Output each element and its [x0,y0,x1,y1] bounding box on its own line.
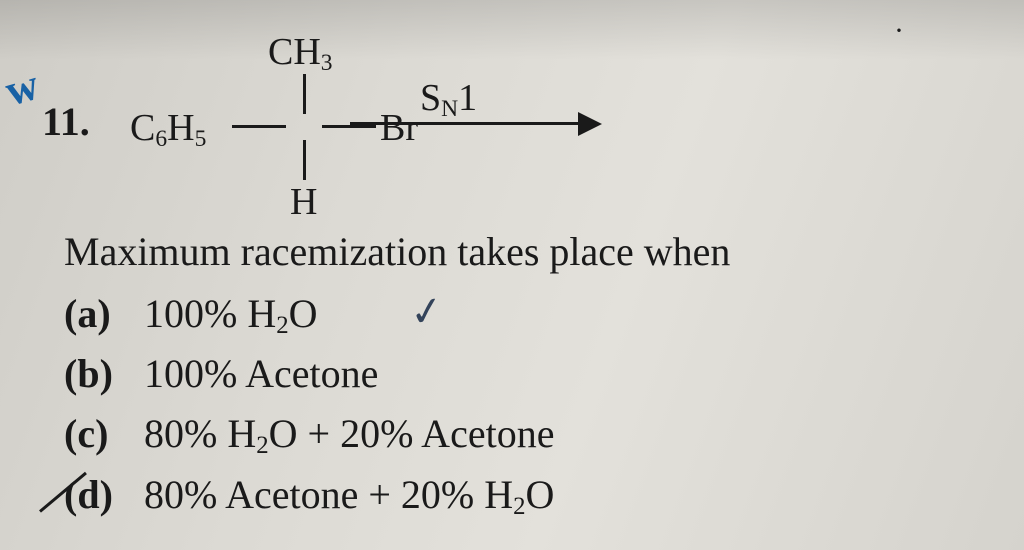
arrow-label-s: S [420,77,441,119]
option-text-sub: 2 [513,493,525,520]
bond-bottom [303,140,306,180]
arrow-label-n: N [441,96,458,122]
group-h: H [290,180,317,224]
option-label: (a) [64,284,134,344]
option-text-pre: 80% Acetone + 20% H [144,472,513,517]
group-c6h5: C6H5 [130,106,206,153]
option-text-pre: 100% Acetone [144,351,378,396]
option-text-pre: 100% H [144,291,276,336]
question-number: 11. [42,98,90,145]
option-c: (c) 80% H2O + 20% Acetone [64,404,554,464]
arrow-line [350,122,580,125]
option-d: (d) 80% Acetone + 20% H2O [64,465,554,525]
option-text-post: O [289,291,318,336]
options-block: (a) 100% H2O (b) 100% Acetone (c) 80% H2… [64,284,554,525]
page-container: { "annotations": { "handwritten_mark": "… [0,0,1024,550]
arrow-head-icon [578,112,602,136]
group-ch3: CH3 [268,30,333,77]
reaction-arrow: SN1 [350,90,610,150]
bond-top [303,74,306,114]
stray-dot: · [894,14,904,48]
option-label: (c) [64,404,134,464]
option-label: (b) [64,344,134,404]
bond-left [232,125,286,128]
question-stem: Maximum racemization takes place when [64,228,730,275]
option-text-post: O + 20% Acetone [269,411,555,456]
option-text-post: O [526,472,555,517]
option-text-pre: 80% H [144,411,256,456]
option-b: (b) 100% Acetone [64,344,554,404]
option-a: (a) 100% H2O [64,284,554,344]
option-label: (d) [64,465,134,525]
handwritten-mark: w [0,59,44,117]
option-text-sub: 2 [276,312,288,339]
arrow-label-1: 1 [458,77,477,119]
option-text-sub: 2 [256,433,268,460]
arrow-label: SN1 [420,76,477,123]
